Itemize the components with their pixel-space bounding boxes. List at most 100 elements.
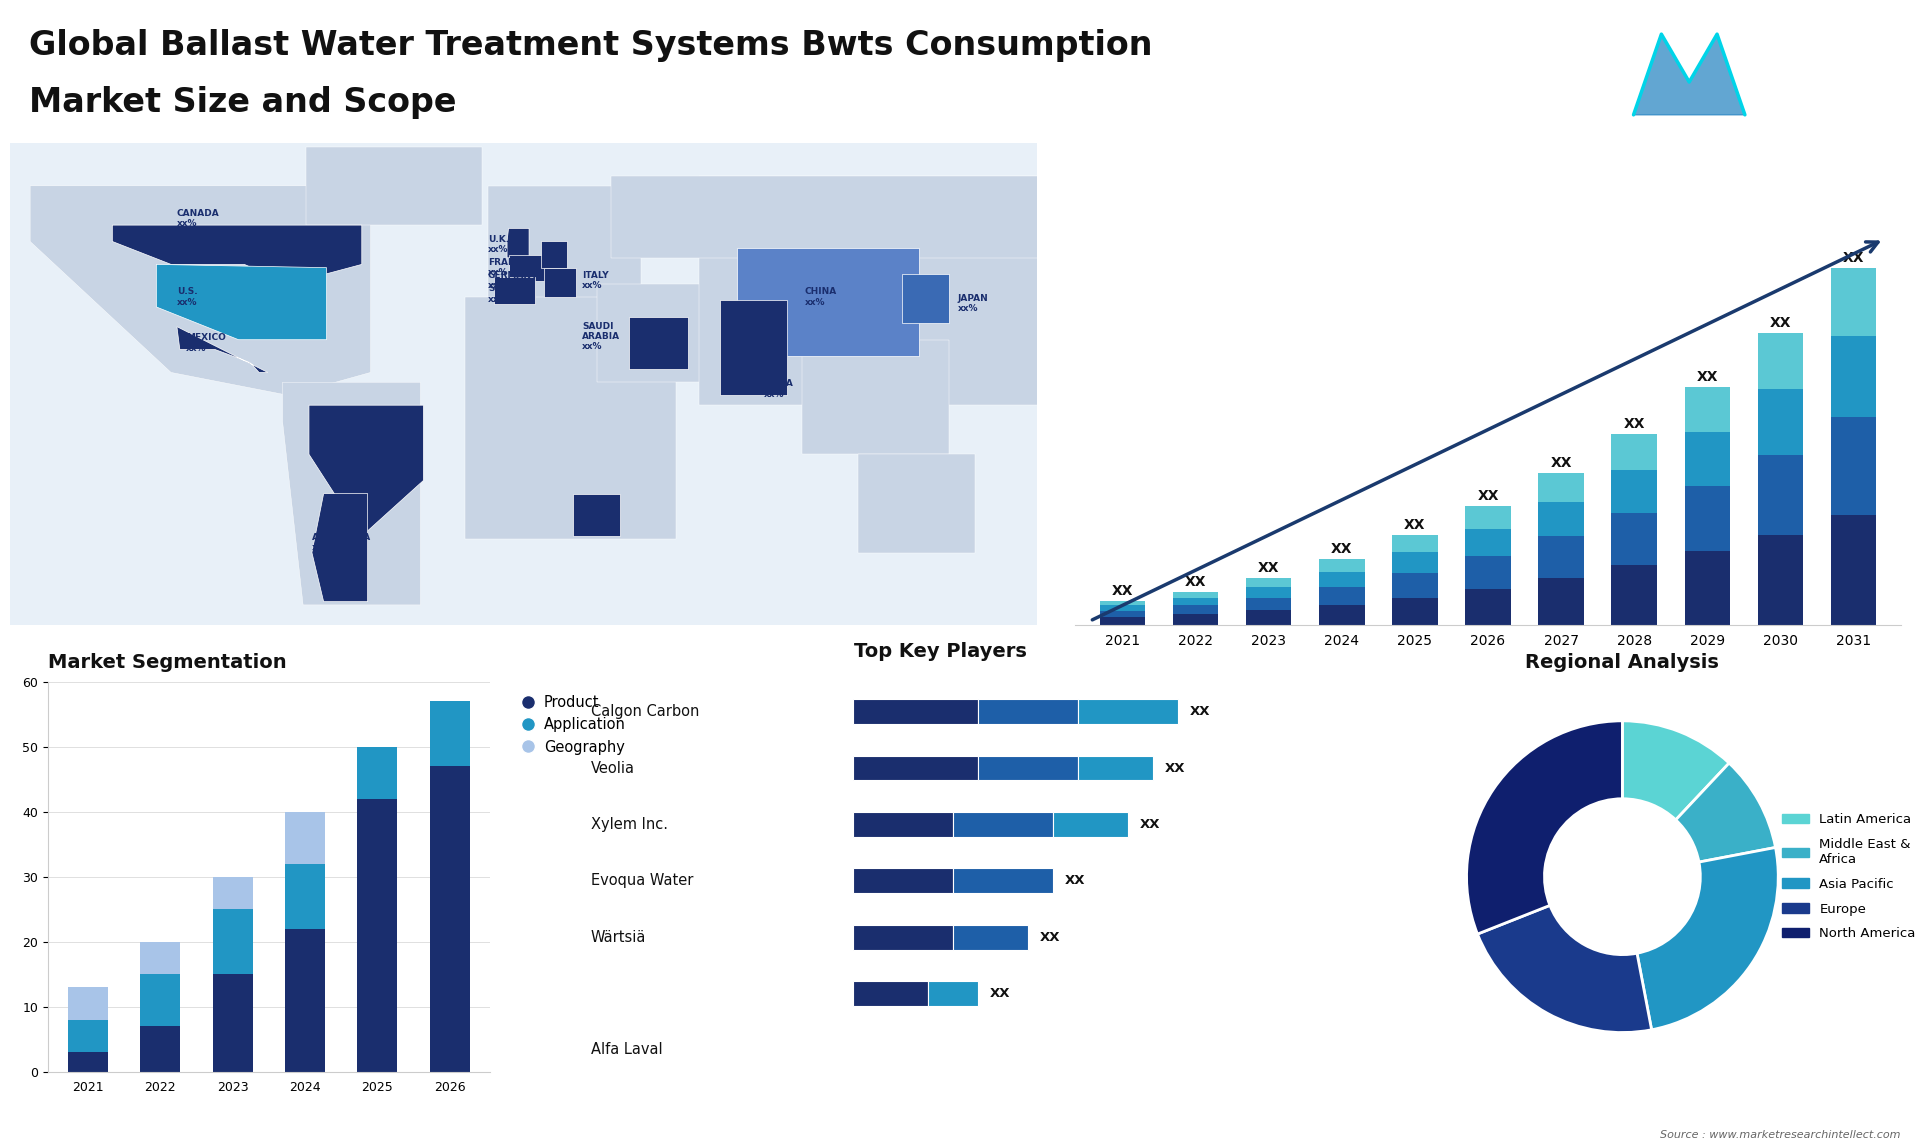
Text: XX: XX (1039, 931, 1060, 943)
Text: Alfa Laval: Alfa Laval (591, 1043, 662, 1058)
Text: MEXICO
xx%: MEXICO xx% (186, 333, 225, 353)
Bar (852, 755, 979, 780)
Bar (1100, 611, 1146, 618)
Polygon shape (156, 265, 326, 339)
Text: SAUDI
ARABIA
xx%: SAUDI ARABIA xx% (582, 322, 620, 352)
Bar (284, 864, 324, 928)
Bar (1173, 592, 1219, 598)
Bar (1684, 486, 1730, 551)
Bar (1173, 614, 1219, 625)
Bar (1319, 559, 1365, 572)
Bar (140, 942, 180, 974)
Text: Market Segmentation: Market Segmentation (48, 653, 286, 672)
Polygon shape (305, 147, 482, 225)
Bar (1538, 473, 1584, 502)
Polygon shape (177, 327, 269, 372)
Bar (1465, 556, 1511, 589)
Bar (1246, 610, 1292, 625)
Text: Xylem Inc.: Xylem Inc. (591, 817, 668, 832)
Bar (852, 813, 954, 837)
Polygon shape (803, 339, 948, 454)
Polygon shape (902, 274, 948, 323)
Bar (1173, 598, 1219, 605)
Bar (1079, 755, 1154, 780)
Wedge shape (1478, 905, 1651, 1033)
Polygon shape (311, 494, 367, 602)
Text: XX: XX (1112, 584, 1133, 598)
Text: XX: XX (989, 987, 1010, 1000)
Wedge shape (1676, 763, 1776, 862)
Text: XX: XX (1843, 251, 1864, 265)
Polygon shape (720, 300, 787, 395)
Text: GERMANY
xx%: GERMANY xx% (488, 272, 538, 290)
Bar (1465, 589, 1511, 625)
Polygon shape (507, 228, 530, 258)
Text: XX: XX (1697, 370, 1718, 384)
Text: SOUTH
AFRICA
xx%: SOUTH AFRICA xx% (582, 495, 618, 525)
Bar (1079, 699, 1179, 724)
Bar (1684, 551, 1730, 625)
Text: XX: XX (1770, 316, 1791, 330)
Legend: Product, Application, Geography: Product, Application, Geography (518, 689, 632, 761)
Bar (357, 747, 397, 799)
Bar (1538, 578, 1584, 625)
Bar (1757, 388, 1803, 455)
Bar (140, 974, 180, 1026)
Bar (1246, 597, 1292, 610)
Wedge shape (1622, 721, 1730, 819)
Text: XX: XX (1404, 518, 1427, 532)
Bar (1319, 572, 1365, 587)
Bar (1611, 513, 1657, 565)
Bar (1246, 578, 1292, 587)
Bar (1465, 507, 1511, 529)
Text: MARKET
RESEARCH
INTELLECT: MARKET RESEARCH INTELLECT (1766, 41, 1837, 95)
Text: Calgon Carbon: Calgon Carbon (591, 704, 699, 720)
Text: Evoqua Water: Evoqua Water (591, 873, 693, 888)
Polygon shape (543, 268, 576, 297)
Polygon shape (113, 225, 361, 284)
Polygon shape (737, 248, 920, 356)
Bar (1392, 534, 1438, 552)
Bar (852, 699, 979, 724)
Bar (1684, 387, 1730, 432)
Title: Top Key Players: Top Key Players (854, 642, 1027, 660)
Bar (1465, 529, 1511, 556)
Bar (1319, 587, 1365, 605)
Polygon shape (309, 406, 424, 536)
Bar (67, 1052, 108, 1072)
Text: BRAZIL
xx%: BRAZIL xx% (311, 429, 348, 448)
Text: Global Ballast Water Treatment Systems Bwts Consumption: Global Ballast Water Treatment Systems B… (29, 29, 1152, 62)
Polygon shape (541, 242, 566, 268)
Polygon shape (597, 284, 714, 383)
Text: Source : www.marketresearchintellect.com: Source : www.marketresearchintellect.com (1661, 1130, 1901, 1140)
Bar (430, 767, 470, 1072)
Text: CANADA
xx%: CANADA xx% (177, 209, 219, 228)
Bar (1392, 573, 1438, 597)
Bar (1611, 565, 1657, 625)
Text: U.K.
xx%: U.K. xx% (488, 235, 509, 254)
Text: XX: XX (1188, 705, 1210, 719)
Text: XX: XX (1476, 489, 1500, 503)
Bar (1246, 587, 1292, 597)
Text: SPAIN
xx%: SPAIN xx% (488, 284, 518, 304)
Bar (979, 699, 1079, 724)
Text: XX: XX (1164, 762, 1185, 775)
Bar (927, 981, 979, 1006)
Bar (213, 909, 253, 974)
Polygon shape (493, 277, 536, 304)
Text: XX: XX (1139, 818, 1160, 831)
Text: JAPAN
xx%: JAPAN xx% (958, 295, 989, 313)
Bar (954, 813, 1054, 837)
Text: XX: XX (1258, 560, 1279, 575)
Text: Market Size and Scope: Market Size and Scope (29, 86, 457, 119)
Bar (852, 869, 954, 893)
Polygon shape (465, 297, 676, 540)
Bar (1392, 552, 1438, 573)
Wedge shape (1467, 721, 1622, 934)
Bar (1757, 534, 1803, 625)
Bar (1392, 597, 1438, 625)
Text: XX: XX (1624, 417, 1645, 431)
Polygon shape (611, 176, 1052, 258)
Text: U.S.
xx%: U.S. xx% (177, 288, 198, 307)
Polygon shape (488, 186, 641, 304)
